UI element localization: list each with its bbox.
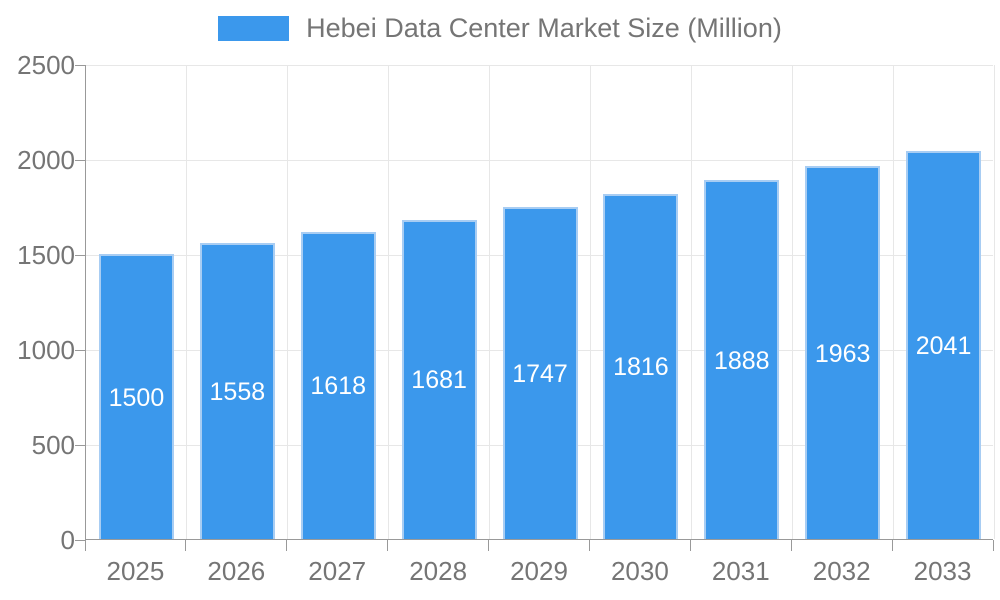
- x-axis-label: 2029: [510, 556, 568, 586]
- legend-item[interactable]: Hebei Data Center Market Size (Million): [0, 13, 1000, 44]
- bar-value-label: 1888: [713, 346, 770, 375]
- x-axis-label: 2033: [913, 556, 972, 586]
- bar: [502, 207, 578, 539]
- y-axis-tick: [75, 445, 85, 446]
- bar: [704, 180, 780, 539]
- bar-value-label: 1747: [512, 360, 568, 389]
- x-axis-label: 2030: [610, 556, 669, 586]
- x-axis-tick: [992, 540, 994, 551]
- y-axis-tick: [75, 160, 85, 161]
- plot-area: 1500 1558 1618 1681 1747 1816 1888 1963 2041: [85, 64, 995, 540]
- x-axis-tick: [286, 540, 288, 551]
- y-axis-label: 1000: [17, 335, 75, 365]
- bar-value-label: 1500: [108, 383, 165, 412]
- bar-value-label: 1963: [814, 339, 871, 368]
- y-axis-label: 1500: [17, 240, 75, 270]
- x-gridline: [186, 65, 188, 539]
- x-axis-label: 2032: [812, 556, 871, 586]
- bar-value-label: 1618: [310, 372, 367, 401]
- bar: [401, 219, 477, 539]
- x-axis-label: 2025: [106, 556, 165, 586]
- legend-swatch-icon: [218, 16, 290, 41]
- bar: [603, 193, 679, 539]
- bar: [98, 254, 174, 539]
- y-axis-label: 500: [31, 430, 75, 460]
- y-gridline: [86, 64, 993, 66]
- y-axis-tick: [75, 65, 85, 66]
- bar-value-label: 2041: [915, 332, 972, 361]
- x-gridline: [287, 65, 289, 539]
- x-axis-label: 2028: [409, 556, 468, 586]
- x-gridline: [388, 65, 390, 539]
- y-axis-tick: [75, 540, 85, 541]
- bar-value-label: 1816: [613, 353, 669, 382]
- x-axis-tick: [488, 540, 490, 551]
- y-axis-label: 0: [60, 525, 75, 555]
- x-gridline: [993, 65, 995, 539]
- y-axis-label: 2500: [17, 50, 75, 80]
- x-axis-tick: [84, 540, 86, 551]
- x-gridline: [690, 65, 692, 539]
- x-axis-tick: [588, 540, 590, 551]
- y-axis-tick: [75, 255, 85, 256]
- x-gridline: [489, 65, 491, 539]
- y-axis-label: 2000: [17, 145, 75, 175]
- x-axis-tick: [790, 540, 792, 551]
- x-axis-tick: [185, 540, 187, 551]
- bar-value-label: 1681: [411, 366, 467, 395]
- x-gridline: [791, 65, 793, 539]
- bar: [906, 151, 982, 539]
- bar: [199, 242, 275, 539]
- x-gridline: [892, 65, 894, 539]
- bar-value-label: 1558: [209, 377, 266, 406]
- x-axis-tick: [387, 540, 389, 551]
- bar: [805, 166, 881, 539]
- bar: [300, 231, 376, 539]
- y-axis-tick: [75, 350, 85, 351]
- x-axis-tick: [689, 540, 691, 551]
- legend-label: Hebei Data Center Market Size (Million): [306, 13, 782, 43]
- x-gridline: [589, 65, 591, 539]
- y-gridline: [86, 159, 993, 161]
- x-axis-label: 2031: [711, 556, 770, 586]
- x-axis-label: 2027: [308, 556, 367, 586]
- x-axis-tick: [891, 540, 893, 551]
- x-axis-label: 2026: [207, 556, 266, 586]
